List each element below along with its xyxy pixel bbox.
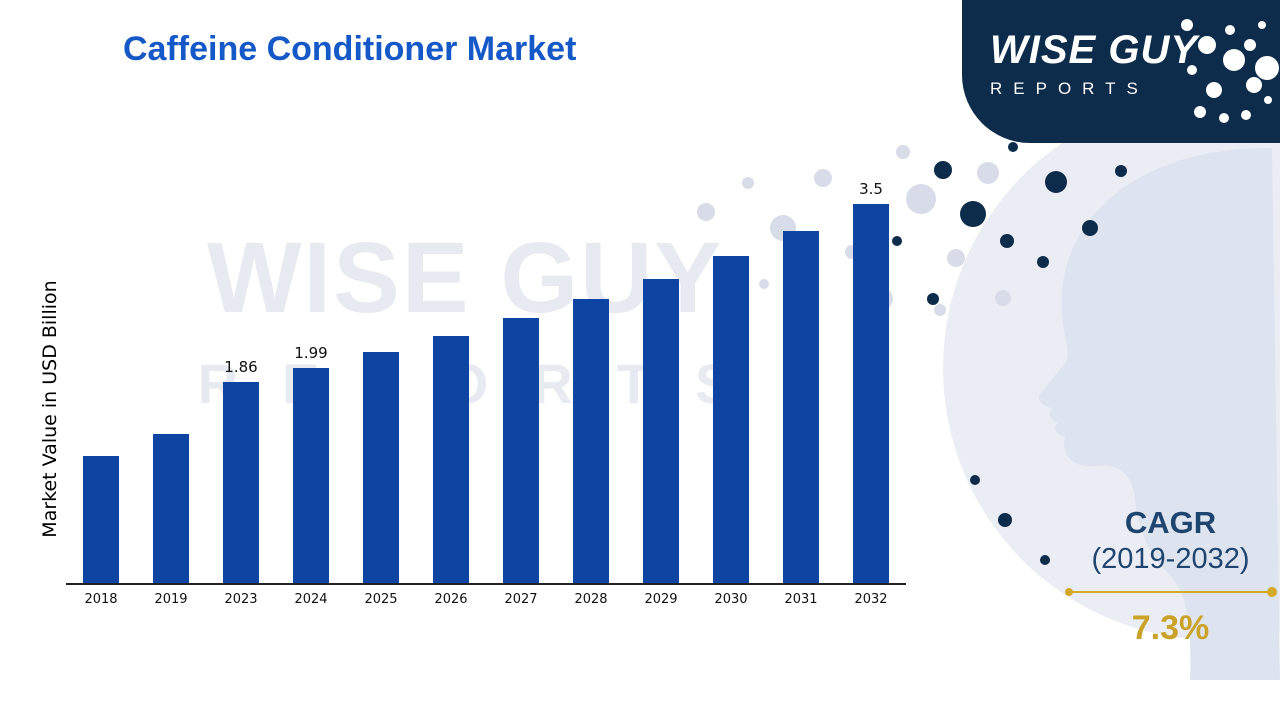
- bar-2026: [433, 336, 469, 583]
- face-silhouette: [1038, 147, 1280, 681]
- bar-2028: [573, 299, 609, 583]
- navy-dot-pattern: [892, 142, 1127, 565]
- x-tick-2025: 2025: [364, 592, 398, 607]
- x-tick-2029: 2029: [644, 592, 678, 607]
- cagr-divider-line: [1065, 586, 1277, 597]
- y-axis-label: Market Value in USD Billion: [39, 280, 61, 538]
- bar-value-label-2023: 1.86: [224, 358, 258, 376]
- cagr-label: CAGR: [1124, 505, 1217, 540]
- bar-value-label-2024: 1.99: [294, 344, 328, 362]
- bar-2018: [83, 456, 119, 583]
- bar-group-2023: 1.86: [206, 150, 276, 583]
- x-tick-2019: 2019: [154, 592, 188, 607]
- bar-group-2027: [486, 150, 556, 583]
- bar-group-2028: [556, 150, 626, 583]
- x-tick-2018: 2018: [84, 592, 118, 607]
- x-tick-2032: 2032: [854, 592, 888, 607]
- x-tick-2031: 2031: [784, 592, 818, 607]
- logo-subtitle: REPORTS: [990, 79, 1149, 98]
- x-tick-2030: 2030: [714, 592, 748, 607]
- cagr-value: 7.3%: [1131, 608, 1210, 647]
- logo-wordmark: WISE GUY: [990, 28, 1199, 72]
- bar-chart-plot-area: 1.86 1.99 3.5: [66, 150, 906, 585]
- bar-2025: [363, 352, 399, 583]
- bar-group-2025: [346, 150, 416, 583]
- bar-value-label-2032: 3.5: [859, 180, 883, 198]
- bar-group-2032: 3.5: [836, 150, 906, 583]
- bar-2027: [503, 318, 539, 583]
- x-axis-tick-labels: 2018 2019 2023 2024 2025 2026 2027 2028 2029 2030…: [66, 592, 906, 607]
- bar-2029: [643, 279, 679, 583]
- x-tick-2027: 2027: [504, 592, 538, 607]
- wise-guy-reports-logo: WISE GUY REPORTS: [962, 0, 1280, 143]
- bar-2019: [153, 434, 189, 583]
- watermark-line1: WISE GUY: [206, 222, 724, 334]
- x-tick-2023: 2023: [224, 592, 258, 607]
- x-tick-2028: 2028: [574, 592, 608, 607]
- bar-group-2018: [66, 150, 136, 583]
- bar-2023: [223, 382, 259, 583]
- bar-group-2019: [136, 150, 206, 583]
- bar-group-2024: 1.99: [276, 150, 346, 583]
- bar-group-2026: [416, 150, 486, 583]
- bar-group-2030: [696, 150, 766, 583]
- cagr-block: CAGR (2019-2032) 7.3%: [1065, 505, 1277, 648]
- bar-2030: [713, 256, 749, 583]
- cagr-range: (2019-2032): [1091, 542, 1250, 575]
- bar-2032: [853, 204, 889, 583]
- bar-2024: [293, 368, 329, 583]
- bar-group-2029: [626, 150, 696, 583]
- logo-face-dots-icon: [1181, 19, 1279, 123]
- logo-text: WISE GUY REPORTS: [990, 30, 1198, 97]
- bar-group-2031: [766, 150, 836, 583]
- x-tick-2024: 2024: [294, 592, 328, 607]
- bar-2031: [783, 231, 819, 583]
- x-tick-2026: 2026: [434, 592, 468, 607]
- page-title: Caffeine Conditioner Market: [123, 30, 577, 68]
